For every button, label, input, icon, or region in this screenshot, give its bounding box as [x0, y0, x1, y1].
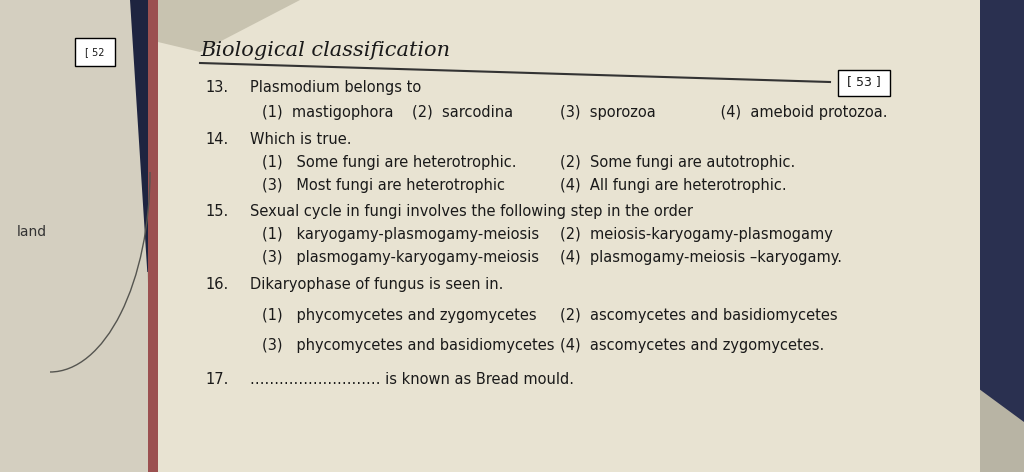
Text: Biological classification: Biological classification [200, 41, 451, 60]
Text: Plasmodium belongs to: Plasmodium belongs to [250, 80, 421, 95]
Text: (4)  plasmogamy-meiosis –karyogamy.: (4) plasmogamy-meiosis –karyogamy. [560, 250, 842, 265]
Text: 17.: 17. [205, 372, 228, 387]
Text: (1)   Some fungi are heterotrophic.: (1) Some fungi are heterotrophic. [262, 155, 516, 170]
Text: Dikaryophase of fungus is seen in.: Dikaryophase of fungus is seen in. [250, 277, 504, 292]
Text: [ 53 ]: [ 53 ] [847, 76, 881, 89]
Text: (2)  meiosis-karyogamy-plasmogamy: (2) meiosis-karyogamy-plasmogamy [560, 227, 833, 242]
Text: Sexual cycle in fungi involves the following step in the order: Sexual cycle in fungi involves the follo… [250, 204, 693, 219]
Polygon shape [820, 0, 1024, 422]
Text: 16.: 16. [205, 277, 228, 292]
Text: land: land [17, 225, 47, 239]
FancyBboxPatch shape [838, 70, 890, 96]
Text: (3)   plasmogamy-karyogamy-meiosis: (3) plasmogamy-karyogamy-meiosis [262, 250, 539, 265]
FancyBboxPatch shape [148, 0, 166, 472]
Polygon shape [158, 0, 980, 472]
Text: (1)   karyogamy-plasmogamy-meiosis: (1) karyogamy-plasmogamy-meiosis [262, 227, 539, 242]
Text: (1)  mastigophora    (2)  sarcodina: (1) mastigophora (2) sarcodina [262, 105, 513, 120]
Polygon shape [0, 0, 160, 472]
Text: 14.: 14. [205, 132, 228, 147]
Text: (1)   phycomycetes and zygomycetes: (1) phycomycetes and zygomycetes [262, 308, 537, 323]
Polygon shape [158, 0, 300, 52]
Text: (3)   Most fungi are heterotrophic: (3) Most fungi are heterotrophic [262, 178, 505, 193]
Text: [ 52: [ 52 [85, 47, 104, 57]
Text: (2)  ascomycetes and basidiomycetes: (2) ascomycetes and basidiomycetes [560, 308, 838, 323]
Text: Which is true.: Which is true. [250, 132, 351, 147]
Text: 15.: 15. [205, 204, 228, 219]
Polygon shape [0, 272, 1024, 472]
Text: (3)   phycomycetes and basidiomycetes: (3) phycomycetes and basidiomycetes [262, 338, 555, 353]
FancyBboxPatch shape [75, 38, 115, 66]
Text: (3)  sporozoa              (4)  ameboid protozoa.: (3) sporozoa (4) ameboid protozoa. [560, 105, 888, 120]
Polygon shape [0, 0, 1024, 352]
Text: (2)  Some fungi are autotrophic.: (2) Some fungi are autotrophic. [560, 155, 796, 170]
Text: (4)  ascomycetes and zygomycetes.: (4) ascomycetes and zygomycetes. [560, 338, 824, 353]
Text: ……………………… is known as Bread mould.: ……………………… is known as Bread mould. [250, 372, 574, 387]
Text: 13.: 13. [205, 80, 228, 95]
Text: (4)  All fungi are heterotrophic.: (4) All fungi are heterotrophic. [560, 178, 786, 193]
